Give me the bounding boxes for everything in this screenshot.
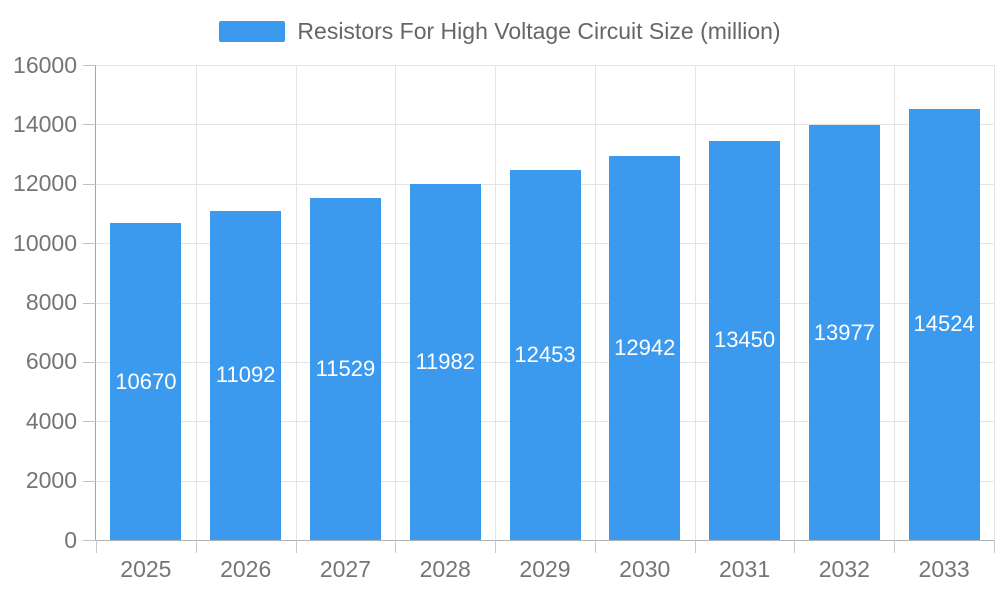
bar-value-label: 12453 <box>514 342 576 368</box>
bar-value-label: 13977 <box>813 319 875 345</box>
gridline-vertical <box>495 65 497 540</box>
y-axis-tick <box>83 243 96 245</box>
y-axis-tick <box>83 183 96 185</box>
x-axis-label: 2033 <box>918 556 970 582</box>
bar-2031: 13450 <box>709 140 781 540</box>
gridline-vertical <box>994 65 995 540</box>
chart-legend: Resistors For High Voltage Circuit Size … <box>0 18 1000 45</box>
bar-2028: 11982 <box>409 184 481 540</box>
x-axis-label: 2027 <box>319 556 372 582</box>
y-axis-tick <box>83 124 96 126</box>
y-axis-label: 12000 <box>13 170 77 197</box>
bar-value-label: 12942 <box>614 334 676 360</box>
gridline-vertical <box>894 65 896 540</box>
y-axis-tick <box>83 65 96 66</box>
x-axis-label: 2026 <box>220 556 272 582</box>
bar-value-label: 11092 <box>215 362 276 388</box>
gridline-vertical <box>694 65 696 540</box>
y-axis-label: 4000 <box>25 407 77 434</box>
x-axis-label: 2025 <box>120 556 172 582</box>
bar-value-label: 11982 <box>415 349 475 375</box>
bar-value-label: 13450 <box>713 327 776 353</box>
y-axis-tick <box>83 480 96 482</box>
bar-2030: 12942 <box>609 155 681 540</box>
gridline-vertical <box>195 65 197 540</box>
x-axis-tick <box>994 540 995 553</box>
x-axis-tick <box>395 540 397 553</box>
legend-label[interactable]: Resistors For High Voltage Circuit Size … <box>297 18 781 44</box>
legend-swatch-icon[interactable] <box>219 21 286 42</box>
gridline-vertical <box>295 65 297 540</box>
x-axis-label: 2030 <box>619 556 671 582</box>
y-axis-label: 10000 <box>13 229 77 256</box>
x-axis-tick <box>794 540 796 553</box>
y-axis-tick <box>83 540 96 541</box>
y-axis-label: 14000 <box>13 110 77 137</box>
gridline-vertical <box>794 65 796 540</box>
x-axis-tick <box>694 540 696 553</box>
x-axis-label: 2028 <box>419 556 471 582</box>
y-axis-tick <box>83 361 96 363</box>
bar-2029: 12453 <box>509 170 581 540</box>
y-axis-label: 2000 <box>25 467 77 494</box>
x-axis-tick <box>96 540 97 553</box>
bar-2032: 13977 <box>808 125 880 540</box>
bar-2025: 10670 <box>110 223 182 540</box>
gridline-vertical <box>594 65 596 540</box>
x-axis-tick <box>894 540 896 553</box>
x-axis-tick <box>195 540 197 553</box>
bar-value-label: 10670 <box>115 368 177 394</box>
bar-2033: 14524 <box>908 108 980 540</box>
y-axis-tick <box>83 302 96 304</box>
bar-2026: 11092 <box>210 210 282 540</box>
x-axis-label: 2031 <box>718 556 771 582</box>
y-axis-label: 8000 <box>25 289 77 315</box>
y-axis-label: 16000 <box>13 51 77 78</box>
x-axis-tick <box>495 540 497 553</box>
y-axis-tick <box>83 421 96 423</box>
gridline-horizontal <box>96 65 994 66</box>
bar-value-label: 14524 <box>913 311 975 337</box>
x-axis-label: 2029 <box>519 556 571 582</box>
x-axis-label: 2032 <box>818 556 870 582</box>
y-axis-label: 0 <box>64 526 77 553</box>
bar-2027: 11529 <box>309 197 381 540</box>
gridline-horizontal <box>96 124 994 126</box>
gridline-vertical <box>395 65 397 540</box>
bar-value-label: 11529 <box>315 355 376 381</box>
x-axis-tick <box>594 540 596 553</box>
y-axis-label: 6000 <box>25 348 77 375</box>
plot-area: 0 2000 4000 6000 8000 10000 12000 14000 16000 106… <box>13 52 995 582</box>
x-axis-tick <box>295 540 297 553</box>
